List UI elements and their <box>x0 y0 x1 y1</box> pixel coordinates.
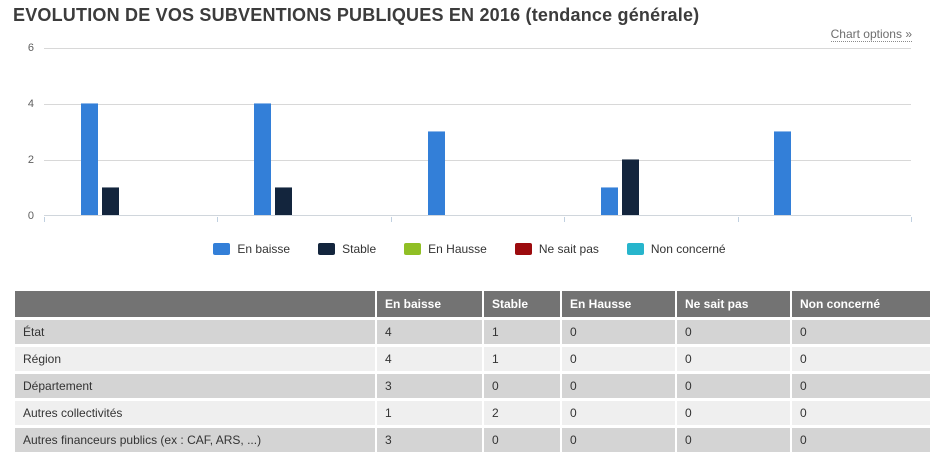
table-header-en-baisse: En baisse <box>377 291 482 317</box>
legend-swatch <box>404 243 422 255</box>
legend-item-non-concerné[interactable]: Non concerné <box>626 242 726 256</box>
table-header-ne-sait-pas: Ne sait pas <box>677 291 790 317</box>
legend-item-en-hausse[interactable]: En Hausse <box>404 242 487 256</box>
cell-value: 0 <box>677 347 790 371</box>
x-axis-tick <box>738 217 739 222</box>
cell-value: 0 <box>562 401 675 425</box>
legend-label: Non concerné <box>650 242 726 256</box>
chart-options-link[interactable]: Chart options » <box>830 27 912 42</box>
cell-value: 3 <box>377 374 482 398</box>
table-row: État 4 1 0 0 0 <box>15 320 930 344</box>
data-table: En baisse Stable En Hausse Ne sait pas Non c… <box>13 288 932 455</box>
row-label: Région <box>15 347 375 371</box>
cell-value: 0 <box>562 320 675 344</box>
cell-value: 0 <box>677 401 790 425</box>
row-label: État <box>15 320 375 344</box>
table-header-non-concerné: Non concerné <box>792 291 930 317</box>
legend-item-en-baisse[interactable]: En baisse <box>213 242 290 256</box>
gridline <box>44 160 911 161</box>
cell-value: 0 <box>677 374 790 398</box>
bar-stable[interactable] <box>621 159 639 215</box>
cell-value: 0 <box>484 428 560 452</box>
cell-value: 0 <box>792 401 930 425</box>
row-label: Département <box>15 374 375 398</box>
table-row: Département 3 0 0 0 0 <box>15 374 930 398</box>
cell-value: 0 <box>792 320 930 344</box>
legend-swatch <box>213 243 231 255</box>
cell-value: 0 <box>792 347 930 371</box>
gridline <box>44 48 911 49</box>
row-label: Autres collectivités <box>15 401 375 425</box>
y-axis-label: 6 <box>27 42 34 54</box>
table-body: État 4 1 0 0 0 Région 4 1 0 0 0 Département 3 0 0 0 0 Autr… <box>15 320 930 452</box>
legend-label: Ne sait pas <box>538 242 599 256</box>
bar-en-baisse[interactable] <box>80 103 98 215</box>
page-title: EVOLUTION DE VOS SUBVENTIONS PUBLIQUES E… <box>13 5 700 25</box>
table-row: Région 4 1 0 0 0 <box>15 347 930 371</box>
table-header-en-hausse: En Hausse <box>562 291 675 317</box>
bar-en-baisse[interactable] <box>427 131 445 215</box>
x-axis-tick <box>44 217 45 222</box>
bar-stable[interactable] <box>101 187 119 215</box>
cell-value: 0 <box>677 320 790 344</box>
x-axis-tick <box>564 217 565 222</box>
legend-label: En Hausse <box>428 242 487 256</box>
cell-value: 1 <box>484 320 560 344</box>
cell-value: 0 <box>562 374 675 398</box>
cell-value: 1 <box>377 401 482 425</box>
row-label: Autres financeurs publics (ex : CAF, ARS… <box>15 428 375 452</box>
gridline <box>44 104 911 105</box>
y-axis-label: 4 <box>27 98 34 110</box>
legend-label: En baisse <box>237 242 291 256</box>
cell-value: 2 <box>484 401 560 425</box>
plot-area <box>44 48 911 216</box>
cell-value: 4 <box>377 320 482 344</box>
x-axis-tick <box>911 217 912 222</box>
cell-value: 0 <box>792 428 930 452</box>
chart-legend: En baisse Stable En Hausse Ne sait pas Non c… <box>0 242 939 256</box>
table-header-empty <box>15 291 375 317</box>
y-axis-label: 0 <box>27 210 34 222</box>
cell-value: 0 <box>677 428 790 452</box>
cell-value: 3 <box>377 428 482 452</box>
legend-swatch <box>514 243 532 255</box>
table-header-stable: Stable <box>484 291 560 317</box>
cell-value: 0 <box>792 374 930 398</box>
legend-item-ne-sait-pas[interactable]: Ne sait pas <box>514 242 599 256</box>
cell-value: 4 <box>377 347 482 371</box>
bar-stable[interactable] <box>274 187 292 215</box>
bar-en-baisse[interactable] <box>774 131 792 215</box>
cell-value: 0 <box>562 428 675 452</box>
cell-value: 0 <box>484 374 560 398</box>
legend-item-stable[interactable]: Stable <box>318 242 376 256</box>
x-axis-tick <box>391 217 392 222</box>
cell-value: 1 <box>484 347 560 371</box>
bar-chart: En baisse Stable En Hausse Ne sait pas Non c… <box>0 40 939 275</box>
table-row: Autres financeurs publics (ex : CAF, ARS… <box>15 428 930 452</box>
legend-swatch <box>626 243 644 255</box>
legend-swatch <box>318 243 336 255</box>
x-axis-tick <box>217 217 218 222</box>
legend-label: Stable <box>342 242 377 256</box>
cell-value: 0 <box>562 347 675 371</box>
table-header-row: En baisse Stable En Hausse Ne sait pas Non c… <box>15 291 930 317</box>
table-row: Autres collectivités 1 2 0 0 0 <box>15 401 930 425</box>
bar-en-baisse[interactable] <box>600 187 618 215</box>
y-axis-label: 2 <box>27 154 34 166</box>
bar-en-baisse[interactable] <box>254 103 272 215</box>
